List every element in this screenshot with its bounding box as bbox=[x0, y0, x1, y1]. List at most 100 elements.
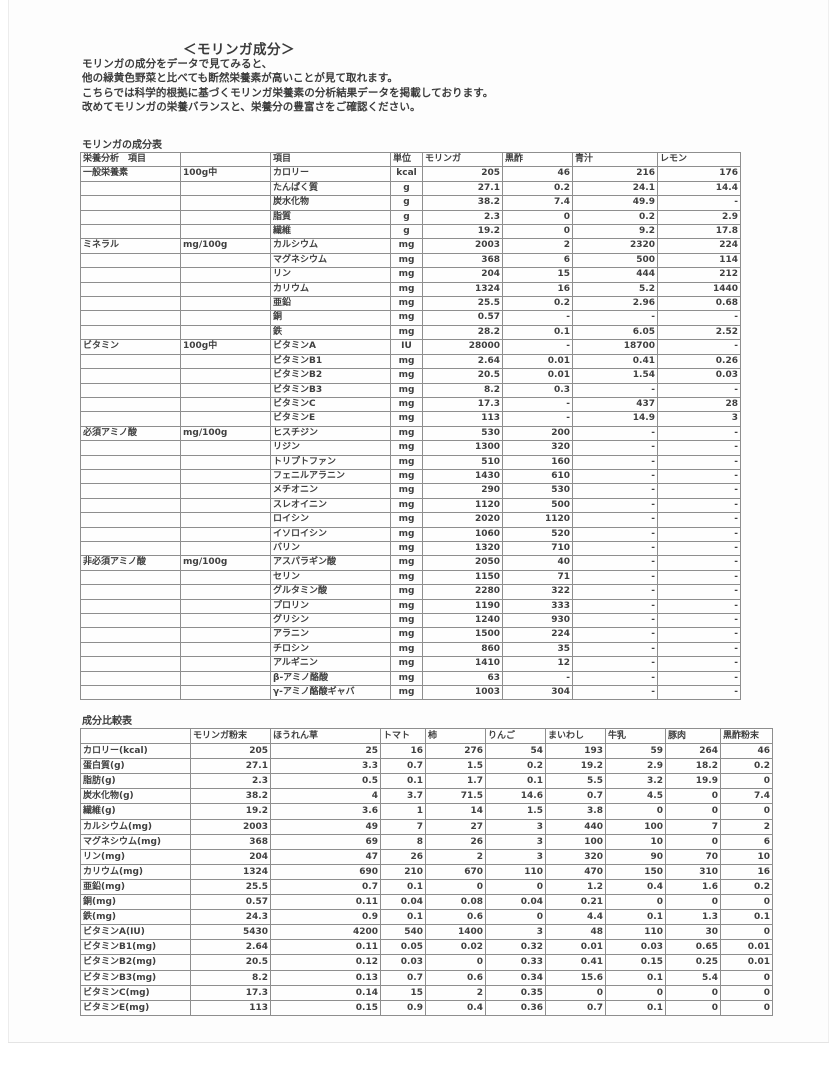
table1-cell-moringa: 20.5 bbox=[422, 368, 503, 384]
table1-cell-group bbox=[80, 641, 181, 658]
table1-cell-item: リン bbox=[270, 267, 391, 283]
table2-cell: 670 bbox=[425, 863, 486, 880]
table1-cell-basis: 100g中 bbox=[180, 339, 271, 355]
table-row: マグネシウム(mg) 368 69 8 26 3 100 10 0 6 bbox=[80, 833, 773, 850]
table2-col-4: 柿 bbox=[425, 727, 486, 745]
table2-cell: 0.32 bbox=[485, 939, 546, 956]
table-row: アルギニン mg 1410 12- - bbox=[80, 656, 741, 672]
table2-cell: 0.2 bbox=[485, 758, 546, 775]
table1-cell-item: ビタミンC bbox=[270, 396, 391, 413]
table1-cell-basis bbox=[180, 296, 271, 312]
table1-col-kurozu: 黒酢 bbox=[502, 151, 573, 168]
table1-cell-item: 繊維 bbox=[270, 224, 391, 240]
table1-cell-item: トリプトファン bbox=[270, 454, 391, 470]
intro-paragraph: モリンガの成分をデータで見てみると、 他の緑黄色野菜と比べても断然栄養素が高いこ… bbox=[82, 57, 782, 115]
table1-cell-basis bbox=[180, 224, 271, 240]
table1-cell-lemon: - bbox=[657, 440, 741, 456]
table1-cell-item: β-アミノ酪酸 bbox=[270, 670, 391, 687]
table1-cell-unit: mg bbox=[390, 584, 423, 600]
table1-cell-aojiru: 0.2 bbox=[572, 209, 658, 226]
table2-cell: 0.7 bbox=[270, 878, 381, 896]
table2-cell: 0.6 bbox=[425, 909, 486, 926]
table1-cell-moringa: 1300 bbox=[422, 440, 503, 456]
table1-cell-unit: mg bbox=[390, 267, 423, 283]
table1-cell-lemon: - bbox=[657, 670, 741, 687]
table1-cell-kurozu: - bbox=[502, 339, 573, 355]
table2-cell: 16 bbox=[720, 863, 773, 880]
table1-cell-basis bbox=[180, 526, 271, 542]
table1-cell-basis bbox=[180, 209, 271, 226]
table1-cell-moringa: 290 bbox=[422, 483, 503, 499]
table1-cell-aojiru: 6.05 bbox=[572, 324, 658, 341]
table2-cell: 1 bbox=[380, 803, 426, 820]
table2-cell: 0.01 bbox=[720, 939, 773, 956]
table2-cell: 49 bbox=[270, 818, 381, 835]
table1-cell-lemon: - bbox=[657, 685, 741, 701]
table1-cell-aojiru: - bbox=[572, 670, 658, 687]
table2-cell: 0.9 bbox=[380, 999, 426, 1016]
table1-cell-lemon: - bbox=[657, 612, 741, 629]
table2-cell: 25.5 bbox=[190, 878, 271, 896]
table2-cell: 0 bbox=[545, 984, 606, 1001]
table-row: 非必須アミノ酸 mg/100g アスパラギン酸 mg 2050 40- - bbox=[80, 555, 741, 571]
table2-cell: 8.2 bbox=[190, 969, 271, 986]
table1-cell-basis bbox=[180, 454, 271, 470]
table2-cell: 6 bbox=[720, 833, 773, 850]
table1-cell-unit: mg bbox=[390, 569, 423, 586]
table1-cell-item: ビタミンB3 bbox=[270, 382, 391, 398]
table2-cell: 20.5 bbox=[190, 954, 271, 971]
table1-cell-unit: mg bbox=[390, 670, 423, 687]
table1-cell-group bbox=[80, 584, 181, 600]
table2-cell: 0.7 bbox=[380, 969, 426, 986]
table2-cell: 71.5 bbox=[425, 788, 486, 805]
table1-cell-item: マグネシウム bbox=[270, 252, 391, 269]
table1-col-lemon: レモン bbox=[657, 151, 741, 168]
table2-cell: 0.1 bbox=[485, 773, 546, 790]
table1-cell-moringa: 113 bbox=[422, 411, 503, 427]
table1-cell-moringa: 2050 bbox=[422, 555, 503, 571]
table1-cell-aojiru: - bbox=[572, 526, 658, 542]
table2-cell: 0 bbox=[665, 999, 721, 1016]
table1-cell-moringa: 2020 bbox=[422, 512, 503, 528]
table1-cell-aojiru: - bbox=[572, 627, 658, 643]
table1-cell-group bbox=[80, 252, 181, 269]
table1-cell-aojiru: - bbox=[572, 584, 658, 600]
table1-cell-kurozu: 35 bbox=[502, 641, 573, 658]
table1-cell-unit: mg bbox=[390, 540, 423, 557]
table2-cell: 15.6 bbox=[545, 969, 606, 986]
table-row: リン mg 204 15 444 212 bbox=[80, 267, 741, 283]
table1-cell-group bbox=[80, 540, 181, 557]
table1-cell-group bbox=[80, 670, 181, 687]
table1-cell-aojiru: - bbox=[572, 540, 658, 557]
moringa-composition-table: 栄養分析 項目 項目 単位 モリンガ 黒酢 青汁 レモン 一般栄養素 100g中カ… bbox=[80, 151, 741, 701]
intro-line-1: モリンガの成分をデータで見てみると、 bbox=[82, 58, 273, 70]
table1-cell-aojiru: 437 bbox=[572, 396, 658, 413]
table1-cell-group bbox=[80, 440, 181, 456]
table1-cell-unit: mg bbox=[390, 497, 423, 514]
table1-cell-aojiru: - bbox=[572, 483, 658, 499]
table1-cell-kurozu: 320 bbox=[502, 440, 573, 456]
table2-col-8: 豚肉 bbox=[665, 727, 721, 745]
table1-cell-basis bbox=[180, 382, 271, 398]
table1-cell-kurozu: 46 bbox=[502, 166, 573, 182]
table2-cell: 17.3 bbox=[190, 984, 271, 1001]
table1-cell-moringa: 1120 bbox=[422, 497, 503, 514]
table1-cell-unit: mg bbox=[390, 483, 423, 499]
table2-cell: 0.35 bbox=[485, 984, 546, 1001]
table2-cell: 14 bbox=[425, 803, 486, 820]
table-row: トリプトファン mg 510 160- - bbox=[80, 454, 741, 470]
table2-cell: 0.05 bbox=[380, 939, 426, 956]
table2-cell: 4200 bbox=[270, 924, 381, 941]
table1-cell-moringa: 510 bbox=[422, 454, 503, 470]
table1-cell-item: アルギニン bbox=[270, 656, 391, 672]
table1-cell-basis: 100g中 bbox=[180, 166, 271, 182]
table-row: ビタミンC mg 17.3-437 28 bbox=[80, 396, 741, 413]
table2-cell: 0.11 bbox=[270, 939, 381, 956]
table-row: 炭水化物(g) 38.2 4 3.7 71.5 14.6 0.7 4.5 0 7.4 bbox=[80, 788, 773, 805]
table2-cell: 100 bbox=[605, 818, 666, 835]
table2-cell: 1400 bbox=[425, 924, 486, 941]
table2-cell: 2 bbox=[425, 984, 486, 1001]
table2-cell: 1324 bbox=[190, 863, 271, 880]
table1-cell-lemon: - bbox=[657, 584, 741, 600]
table1-cell-unit: mg bbox=[390, 627, 423, 643]
